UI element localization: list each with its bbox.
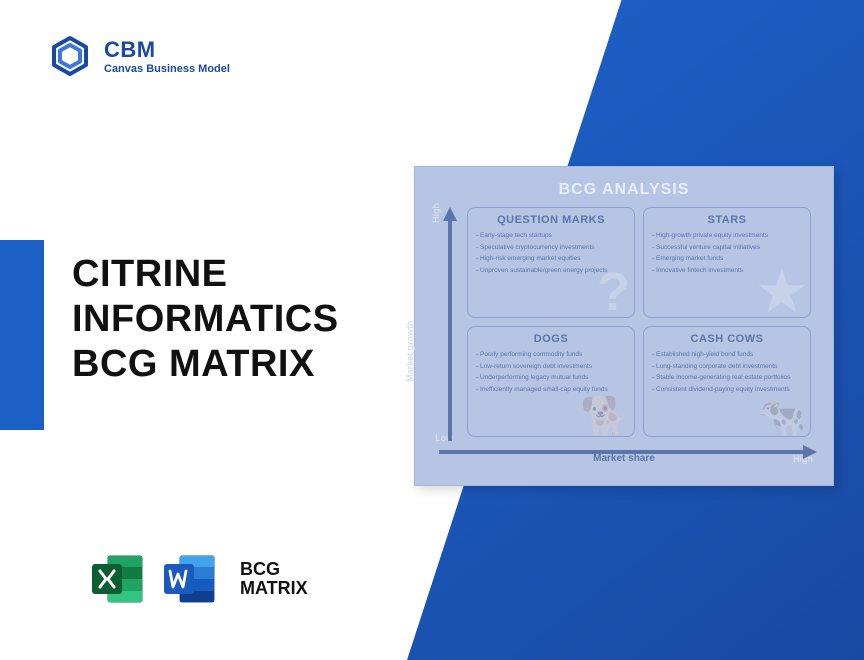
file-label-line-2: MATRIX xyxy=(240,579,308,598)
y-axis-label: Market growth xyxy=(405,320,415,382)
excel-icon xyxy=(88,550,146,608)
brand-logo-block: CBM Canvas Business Model xyxy=(48,34,230,78)
list-item: Established high-yield bond funds xyxy=(652,349,802,361)
list-item: Low-return sovereign debt investments xyxy=(476,361,626,373)
chart-title: BCG ANALYSIS xyxy=(433,181,815,199)
watermark-cow-icon: 🐄 xyxy=(756,400,806,436)
quadrant-question-marks: ? QUESTION MARKS Early-stage tech startu… xyxy=(467,207,635,318)
brand-logo-icon xyxy=(48,34,92,78)
list-item: Inefficiently managed small-cap equity f… xyxy=(476,384,626,396)
quadrant-title: CASH COWS xyxy=(652,333,802,345)
quadrant-title: DOGS xyxy=(476,333,626,345)
headline-line-2: INFORMATICS xyxy=(72,297,339,342)
list-item: Consistent dividend-paying equity invest… xyxy=(652,384,802,396)
file-label: BCG MATRIX xyxy=(240,560,308,598)
list-item: Early-stage tech startups xyxy=(476,230,626,242)
list-item: Innovative fintech investments xyxy=(652,265,802,277)
list-item: Speculative cryptocurrency investments xyxy=(476,242,626,254)
quadrant-dogs: 🐕 DOGS Poorly performing commodity funds… xyxy=(467,326,635,437)
quadrant-title: STARS xyxy=(652,214,802,226)
headline-line-1: CITRINE xyxy=(72,252,339,297)
brand-name: CBM xyxy=(104,37,230,63)
list-item: High-risk emerging market equities xyxy=(476,253,626,265)
list-item: Unproven sustainable/green energy projec… xyxy=(476,265,626,277)
quadrant-grid: ? QUESTION MARKS Early-stage tech startu… xyxy=(467,207,811,437)
brand-tagline: Canvas Business Model xyxy=(104,63,230,75)
list-item: Underperforming legacy mutual funds xyxy=(476,372,626,384)
quadrant-cash-cows: 🐄 CASH COWS Established high-yield bond … xyxy=(643,326,811,437)
file-label-line-1: BCG xyxy=(240,560,308,579)
x-axis-arrow-icon xyxy=(439,441,815,463)
list-item: Long-standing corporate debt investments xyxy=(652,361,802,373)
list-item: Successful venture capital initiatives xyxy=(652,242,802,254)
headline-line-3: BCG MATRIX xyxy=(72,342,339,387)
watermark-dog-icon: 🐕 xyxy=(580,400,630,436)
decorative-side-bar xyxy=(0,240,44,430)
file-type-icons: BCG MATRIX xyxy=(88,550,308,608)
list-item: Poorly performing commodity funds xyxy=(476,349,626,361)
page-title: CITRINE INFORMATICS BCG MATRIX xyxy=(72,252,339,386)
chart-area: High Market growth Low Market share High… xyxy=(433,207,815,469)
quadrant-title: QUESTION MARKS xyxy=(476,214,626,226)
list-item: Stable income-generating real estate por… xyxy=(652,372,802,384)
list-item: Emerging market funds xyxy=(652,253,802,265)
y-axis-arrow-icon xyxy=(439,207,461,441)
list-item: High-growth private equity investments xyxy=(652,230,802,242)
bcg-chart-card: BCG ANALYSIS High Market growth Low Mark… xyxy=(414,166,834,486)
quadrant-stars: ★ STARS High-growth private equity inves… xyxy=(643,207,811,318)
word-icon xyxy=(160,550,218,608)
